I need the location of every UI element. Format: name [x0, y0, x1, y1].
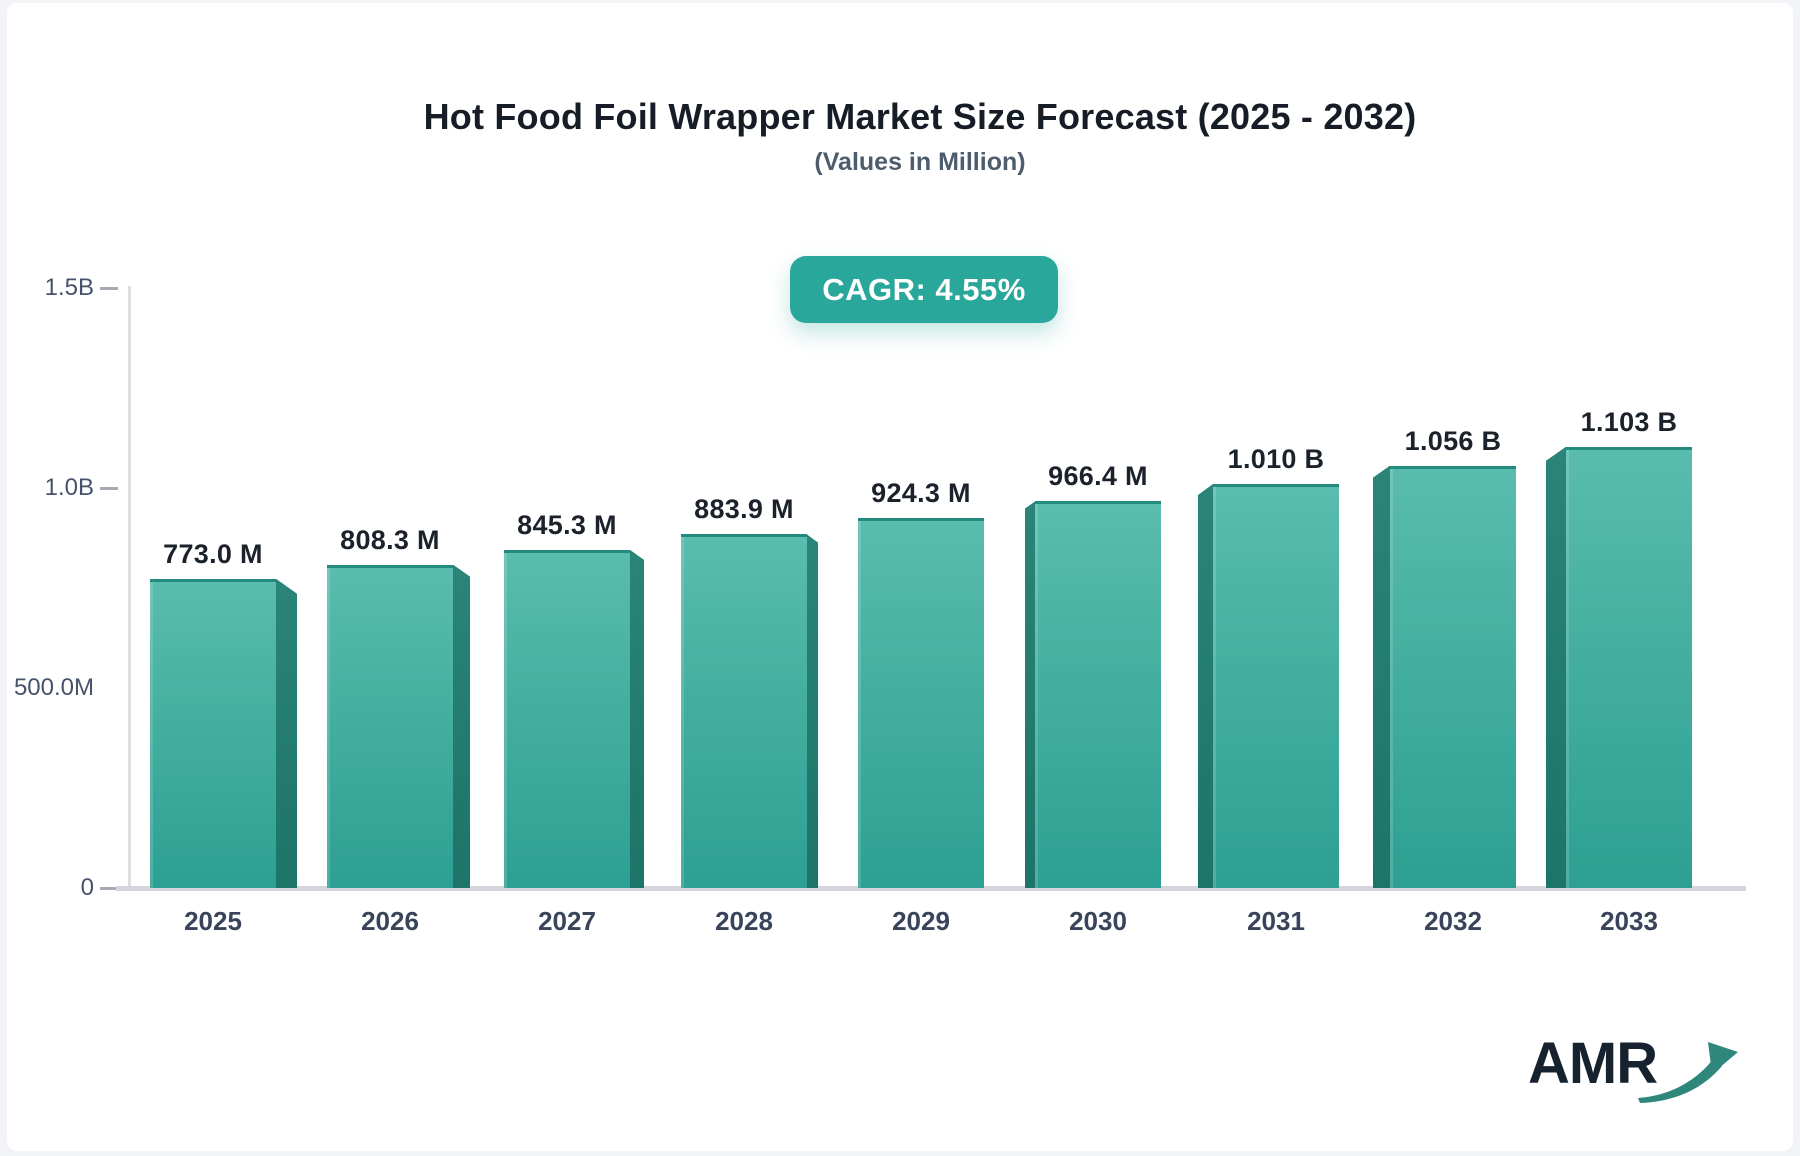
y-tick-label: 1.0B — [44, 474, 94, 501]
bar-value-label-2031: 1.010 B — [1227, 444, 1325, 474]
bar-side-2027 — [630, 549, 644, 888]
bar-value-label-2030: 966.4 M — [1048, 461, 1148, 492]
x-axis-label-2029: 2029 — [892, 906, 950, 936]
y-tick-label: 500.0M — [13, 674, 94, 701]
bar-2027 — [504, 549, 630, 888]
bar-side-2028 — [807, 534, 818, 888]
bar-value-label-2029: 924.3 M — [871, 478, 971, 509]
bar-value-label-2027: 845.3 M — [517, 509, 617, 540]
y-tick-dash — [100, 887, 118, 890]
x-axis-label-2030: 2030 — [1069, 906, 1127, 936]
y-tick-dash — [100, 487, 118, 490]
growth-arrow-icon — [1638, 1042, 1738, 1103]
amr-logo: AMR — [1528, 1030, 1738, 1110]
bar-side-2030 — [1025, 501, 1035, 888]
bar-value-label-2033: 1.103 B — [1580, 406, 1678, 437]
x-axis-label-2028: 2028 — [715, 906, 773, 936]
bar-2031 — [1213, 484, 1339, 888]
y-axis-line — [128, 286, 131, 890]
y-tick-label: 1.5B — [44, 274, 94, 301]
bar-side-2031 — [1198, 484, 1213, 888]
bar-value-label-2028: 883.9 M — [694, 494, 794, 525]
x-axis-label-2025: 2025 — [184, 906, 242, 936]
chart-title: Hot Food Foil Wrapper Market Size Foreca… — [423, 96, 1417, 137]
y-tick-label: 0 — [80, 874, 94, 901]
bar-value-label-2025: 773.0 M — [163, 538, 263, 569]
x-axis-baseline — [116, 886, 1746, 891]
x-axis-label-2031: 2031 — [1247, 906, 1305, 936]
bar-2026 — [327, 564, 453, 888]
bar-side-2025 — [276, 578, 297, 888]
chart-subtitle: (Values in Million) — [814, 148, 1026, 176]
bar-value-label-2026: 808.3 M — [340, 524, 440, 555]
bar-2025 — [150, 578, 276, 888]
x-axis-label-2033: 2033 — [1600, 906, 1658, 936]
bar-2030 — [1035, 501, 1161, 888]
x-axis-label-2026: 2026 — [361, 906, 419, 936]
y-tick-dash — [100, 287, 118, 290]
cagr-badge: CAGR: 4.55% — [790, 256, 1058, 323]
bar-side-2026 — [453, 564, 470, 888]
bar-2032 — [1390, 465, 1516, 888]
bar-2028 — [681, 534, 807, 888]
bar-side-2033 — [1546, 446, 1566, 888]
bar-value-label-2032: 1.056 B — [1404, 425, 1502, 456]
amr-logo-text: AMR — [1528, 1031, 1658, 1096]
x-axis-label-2027: 2027 — [538, 906, 596, 936]
bar-side-2032 — [1373, 465, 1390, 888]
bar-2029 — [858, 518, 984, 888]
bar-2033 — [1566, 446, 1692, 888]
x-axis-label-2032: 2032 — [1424, 906, 1482, 936]
